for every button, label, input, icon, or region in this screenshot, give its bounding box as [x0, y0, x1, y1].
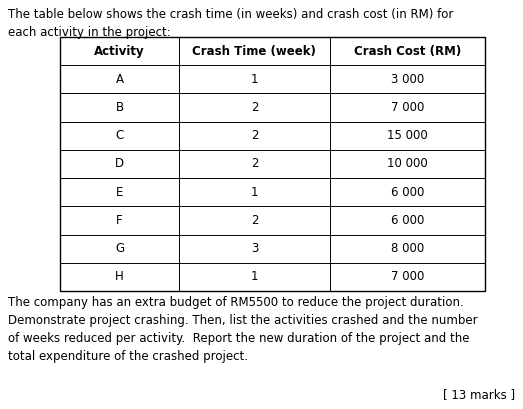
Text: 6 000: 6 000	[391, 186, 424, 199]
Text: B: B	[116, 101, 123, 114]
Text: 7 000: 7 000	[391, 270, 424, 283]
Text: Activity: Activity	[94, 45, 145, 58]
Text: G: G	[115, 242, 124, 255]
Text: H: H	[115, 270, 124, 283]
Text: A: A	[116, 73, 123, 86]
Text: 6 000: 6 000	[391, 214, 424, 227]
Text: 2: 2	[251, 129, 258, 142]
Text: 1: 1	[251, 270, 258, 283]
Text: 1: 1	[251, 186, 258, 199]
Text: The table below shows the crash time (in weeks) and crash cost (in RM) for
each : The table below shows the crash time (in…	[8, 8, 453, 39]
Text: 1: 1	[251, 73, 258, 86]
Text: 2: 2	[251, 101, 258, 114]
Text: E: E	[116, 186, 123, 199]
Text: 2: 2	[251, 214, 258, 227]
Text: F: F	[116, 214, 123, 227]
Text: D: D	[115, 157, 124, 171]
Text: Crash Time (week): Crash Time (week)	[192, 45, 316, 58]
Text: 7 000: 7 000	[391, 101, 424, 114]
Text: 8 000: 8 000	[391, 242, 424, 255]
Text: The company has an extra budget of RM5500 to reduce the project duration.
Demons: The company has an extra budget of RM550…	[8, 296, 477, 363]
Text: 3: 3	[251, 242, 258, 255]
Text: C: C	[116, 129, 123, 142]
Text: 3 000: 3 000	[391, 73, 424, 86]
Text: 10 000: 10 000	[387, 157, 428, 171]
Text: 15 000: 15 000	[387, 129, 428, 142]
Text: 2: 2	[251, 157, 258, 171]
Text: [ 13 marks ]: [ 13 marks ]	[443, 388, 515, 401]
Bar	[60, 37, 485, 291]
Text: Crash Cost (RM): Crash Cost (RM)	[354, 45, 461, 58]
